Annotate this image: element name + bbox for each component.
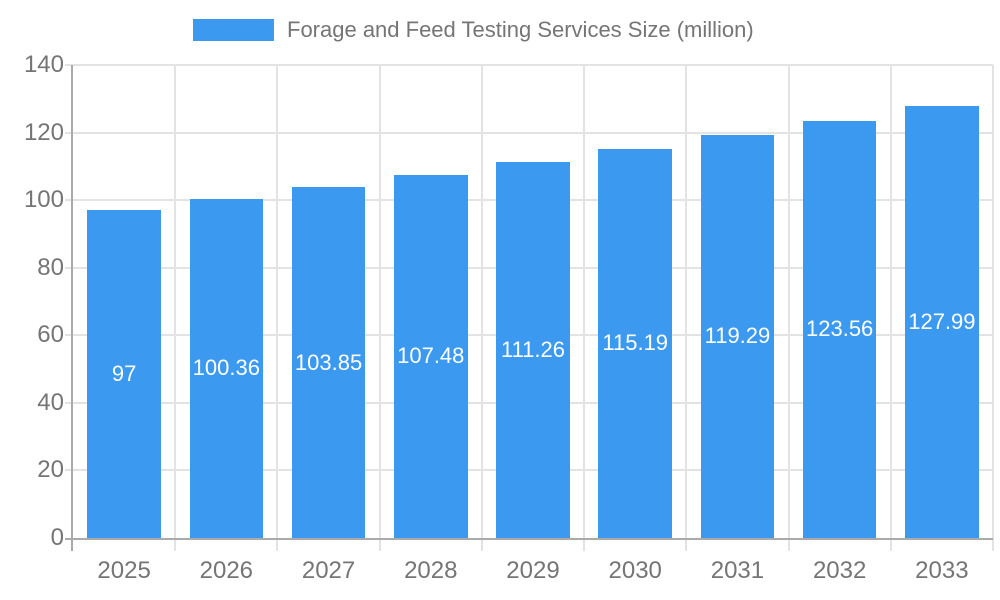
x-axis-line: [65, 538, 993, 540]
y-axis-label: 140: [23, 51, 64, 78]
y-axis-tick: [65, 334, 73, 337]
y-gridline: [73, 131, 993, 134]
x-axis-tick: [276, 538, 279, 551]
x-axis-tick: [685, 538, 688, 551]
x-axis-tick: [889, 538, 892, 551]
y-axis-label: 60: [37, 321, 64, 349]
y-axis-line: [71, 65, 73, 551]
y-axis-label: 80: [37, 253, 64, 281]
x-axis-tick: [583, 538, 586, 551]
y-axis-label: 120: [23, 118, 64, 146]
y-axis-label: 20: [37, 456, 64, 484]
x-gridline: [174, 65, 177, 538]
x-gridline: [378, 65, 381, 538]
bar-value-label: 115.19: [602, 330, 669, 356]
bar-value-label: 107.48: [397, 343, 465, 369]
x-axis-label: 2025: [97, 557, 151, 584]
bar-value-label: 127.99: [908, 308, 976, 334]
legend-swatch-icon: [193, 19, 274, 41]
x-gridline: [685, 65, 688, 538]
x-axis-label: 2031: [710, 557, 765, 584]
y-axis-tick: [65, 64, 73, 66]
bar-value-label: 103.85: [294, 349, 363, 375]
x-axis-tick: [992, 538, 994, 551]
x-axis-tick: [174, 538, 177, 551]
x-axis-label: 2026: [199, 557, 254, 584]
plot-area: 0 20 40 60 80 100 120 140 97 2025 100.36 2026 103.85…: [24, 51, 994, 584]
y-axis-label: 100: [23, 186, 64, 214]
x-gridline: [889, 65, 892, 538]
bar: [496, 162, 570, 538]
bar: [87, 210, 161, 538]
y-axis-tick: [65, 266, 73, 269]
x-axis-tick: [787, 538, 790, 551]
x-gridline: [992, 65, 994, 538]
bar: [393, 174, 468, 538]
y-axis-tick: [65, 401, 73, 404]
x-gridline: [480, 65, 483, 538]
y-axis-label: 40: [37, 388, 64, 416]
legend-label: Forage and Feed Testing Services Size (m…: [287, 17, 754, 42]
bar-value-label: 123.56: [806, 316, 874, 342]
bar: [700, 134, 775, 538]
bar: [905, 105, 979, 538]
x-axis-label: 2030: [608, 557, 662, 584]
x-axis-tick: [378, 538, 381, 551]
bar-value-label: 100.36: [192, 355, 260, 381]
bar: [598, 148, 673, 538]
x-gridline: [276, 65, 279, 538]
x-axis-label: 2032: [812, 557, 867, 584]
x-axis-label: 2033: [915, 557, 969, 584]
x-gridline: [583, 65, 586, 538]
y-axis-tick: [65, 131, 73, 134]
x-axis-label: 2028: [404, 557, 458, 584]
y-axis-tick: [65, 469, 73, 472]
legend-item[interactable]: Forage and Feed Testing Services Size (m…: [193, 17, 754, 43]
bar-value-label: 97: [111, 361, 137, 387]
y-axis-label: 0: [50, 524, 64, 551]
bar: [291, 187, 366, 538]
x-axis-tick: [480, 538, 483, 551]
bar-value-label: 119.29: [704, 323, 771, 349]
x-axis-label: 2029: [506, 557, 560, 584]
bar: [189, 198, 264, 538]
x-axis-label: 2027: [301, 557, 356, 584]
bar-value-label: 111.26: [500, 337, 565, 363]
x-gridline: [787, 65, 790, 538]
y-axis-tick: [65, 199, 73, 202]
y-gridline: [73, 64, 993, 66]
bar: [802, 120, 877, 538]
